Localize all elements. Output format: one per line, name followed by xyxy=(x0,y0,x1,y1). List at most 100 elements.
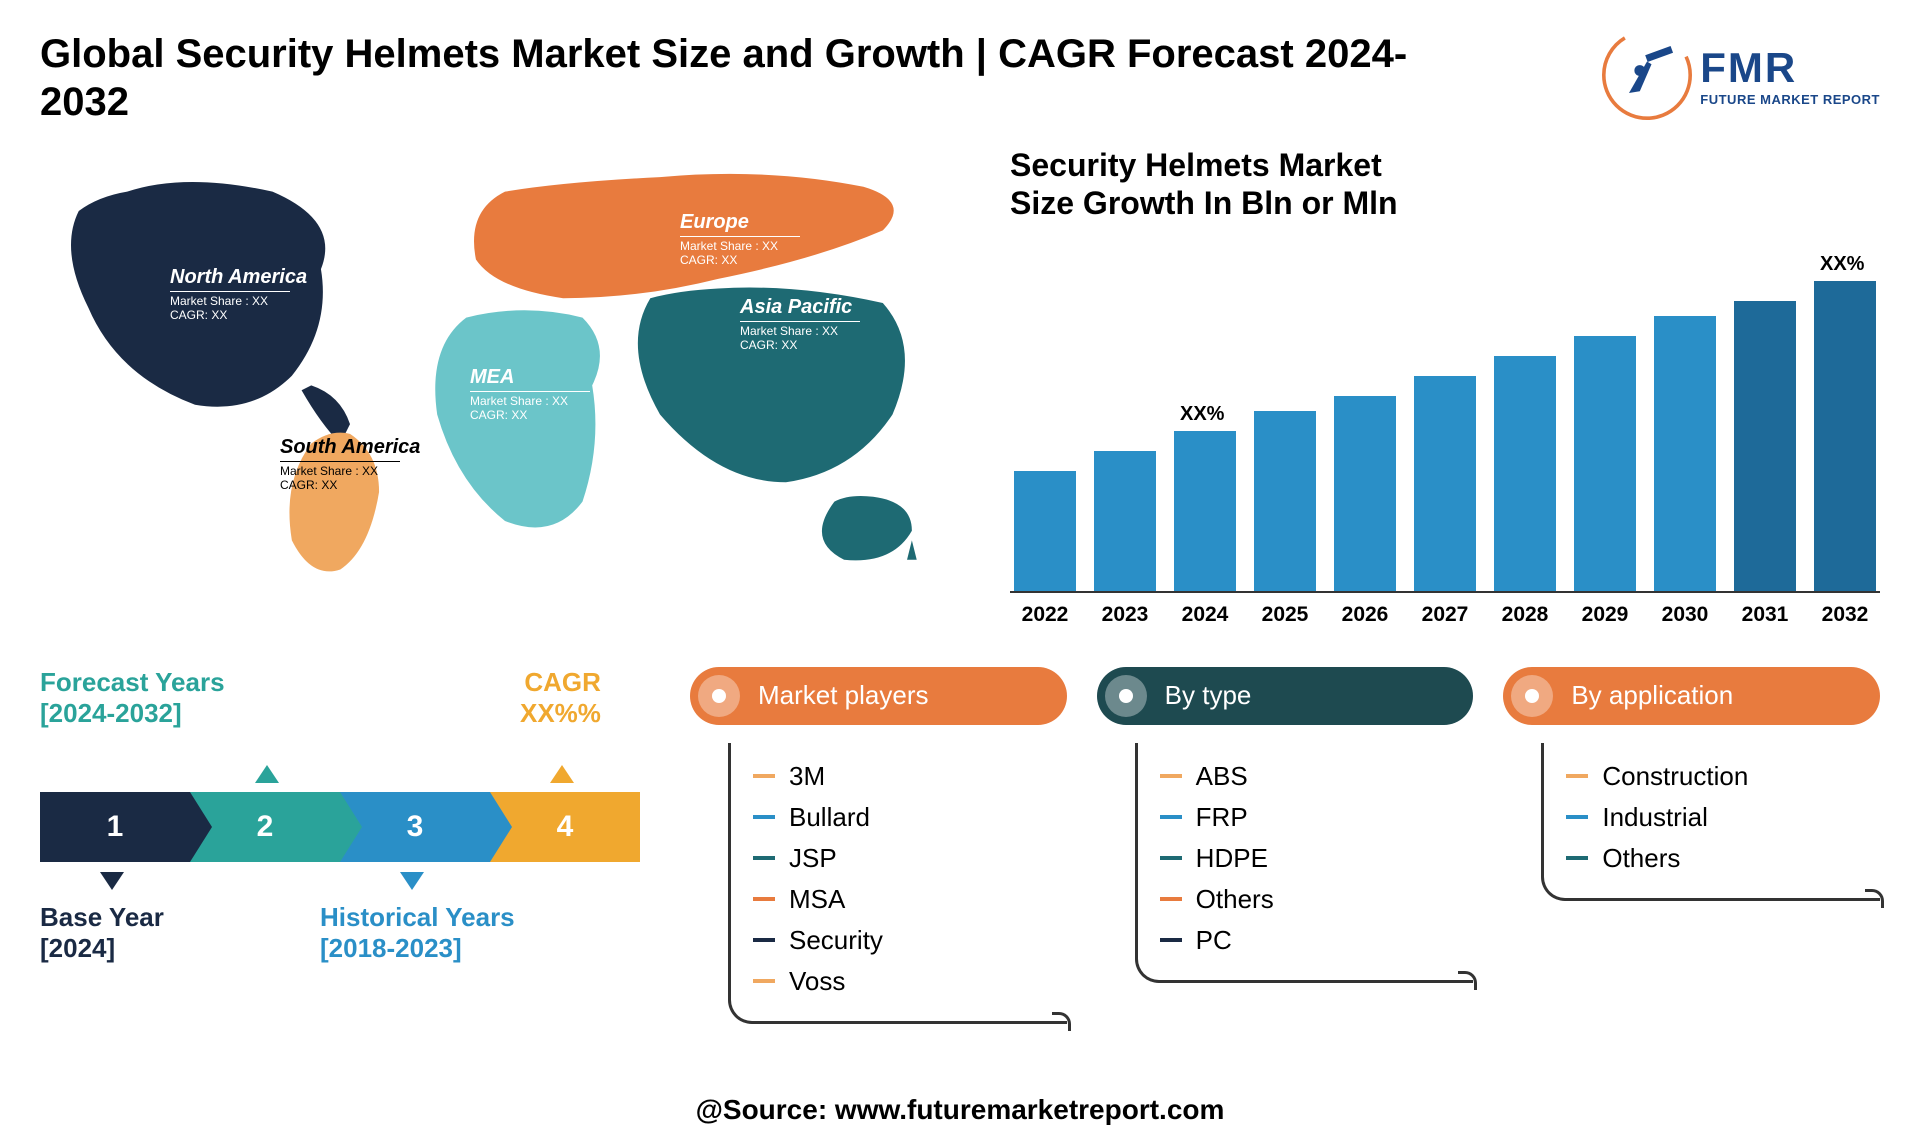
bar-2028 xyxy=(1494,356,1556,591)
tick-icon xyxy=(1566,856,1588,860)
region-label-sa: South AmericaMarket Share : XXCAGR: XX xyxy=(280,436,420,492)
timeline-hist-label: Historical Years [2018-2023] xyxy=(320,902,515,964)
category-card: Market players 3M Bullard JSP MSA Security Vos… xyxy=(690,667,1067,1024)
category-item-label: HDPE xyxy=(1196,843,1268,874)
category-title: By type xyxy=(1165,680,1252,711)
category-item-label: Others xyxy=(1602,843,1680,874)
tick-icon xyxy=(1160,774,1182,778)
tick-icon xyxy=(753,815,775,819)
category-title: By application xyxy=(1571,680,1733,711)
bar-2024 xyxy=(1174,431,1236,591)
category-item: JSP xyxy=(753,843,1067,874)
world-map: North AmericaMarket Share : XXCAGR: XX So… xyxy=(40,146,970,586)
category-item: Security xyxy=(753,925,1067,956)
bar-2027 xyxy=(1414,376,1476,591)
x-label: 2026 xyxy=(1334,603,1396,627)
tick-icon xyxy=(1566,815,1588,819)
category-card: By application Construction Industrial Othe… xyxy=(1503,667,1880,1024)
region-label-na: North AmericaMarket Share : XXCAGR: XX xyxy=(170,266,307,322)
category-list: ABS FRP HDPE Others PC xyxy=(1135,743,1474,983)
timeline-segment-1: 1 xyxy=(40,792,190,862)
tick-icon xyxy=(1160,856,1182,860)
tick-icon xyxy=(1160,897,1182,901)
chart-x-axis: 2022202320242025202620272028202920302031… xyxy=(1010,603,1880,627)
header: Global Security Helmets Market Size and … xyxy=(40,30,1880,126)
x-label: 2029 xyxy=(1574,603,1636,627)
category-item: PC xyxy=(1160,925,1474,956)
x-label: 2025 xyxy=(1254,603,1316,627)
bar-chart: Security Helmets Market Size Growth In B… xyxy=(1010,146,1880,627)
tick-icon xyxy=(1160,815,1182,819)
region-label-eu: EuropeMarket Share : XXCAGR: XX xyxy=(680,211,800,267)
category-title: Market players xyxy=(758,680,929,711)
category-item: ABS xyxy=(1160,761,1474,792)
x-label: 2024 xyxy=(1174,603,1236,627)
region-label-mea: MEAMarket Share : XXCAGR: XX xyxy=(470,366,590,422)
tick-icon xyxy=(753,897,775,901)
category-item-label: MSA xyxy=(789,884,845,915)
bullet-icon xyxy=(1511,675,1553,717)
category-item: Voss xyxy=(753,966,1067,997)
logo-text-main: FMR xyxy=(1700,44,1880,92)
tick-icon xyxy=(1160,938,1182,942)
tick-icon xyxy=(753,979,775,983)
category-item-label: Others xyxy=(1196,884,1274,915)
category-item-label: JSP xyxy=(789,843,837,874)
category-item: Others xyxy=(1566,843,1880,874)
timeline-segment-4: 4 xyxy=(490,792,640,862)
arrow-down-icon xyxy=(400,872,424,890)
bar-2031 xyxy=(1734,301,1796,591)
chart-bars: XX% XX% xyxy=(1010,253,1880,593)
arrow-up-icon xyxy=(255,765,279,783)
arrow-up-icon xyxy=(550,765,574,783)
category-item: HDPE xyxy=(1160,843,1474,874)
bar-2022 xyxy=(1014,471,1076,591)
bullet-icon xyxy=(1105,675,1147,717)
arrow-down-icon xyxy=(100,872,124,890)
bullet-icon xyxy=(698,675,740,717)
timeline-forecast-label: Forecast Years [2024-2032] xyxy=(40,667,225,729)
source-attribution: @Source: www.futuremarketreport.com xyxy=(696,1094,1225,1126)
category-item-label: FRP xyxy=(1196,802,1248,833)
x-label: 2023 xyxy=(1094,603,1156,627)
bar-annotation: XX% xyxy=(1820,253,1864,276)
category-item-label: Bullard xyxy=(789,802,870,833)
category-header: By type xyxy=(1097,667,1474,725)
category-item: FRP xyxy=(1160,802,1474,833)
category-list: 3M Bullard JSP MSA Security Voss xyxy=(728,743,1067,1024)
bar-2029 xyxy=(1574,336,1636,591)
x-label: 2032 xyxy=(1814,603,1876,627)
category-item: Others xyxy=(1160,884,1474,915)
category-item-label: PC xyxy=(1196,925,1232,956)
timeline-bar: 1234 xyxy=(40,792,640,862)
chart-title: Security Helmets Market Size Growth In B… xyxy=(1010,146,1410,223)
x-label: 2030 xyxy=(1654,603,1716,627)
category-header: By application xyxy=(1503,667,1880,725)
category-header: Market players xyxy=(690,667,1067,725)
x-label: 2022 xyxy=(1014,603,1076,627)
category-item: 3M xyxy=(753,761,1067,792)
category-item-label: Security xyxy=(789,925,883,956)
bar-2032 xyxy=(1814,281,1876,591)
category-item-label: 3M xyxy=(789,761,825,792)
fmr-logo: FMR FUTURE MARKET REPORT xyxy=(1602,30,1880,120)
logo-text-sub: FUTURE MARKET REPORT xyxy=(1700,92,1880,107)
timeline: Forecast Years [2024-2032] CAGR XX%% 123… xyxy=(40,667,660,987)
x-label: 2027 xyxy=(1414,603,1476,627)
category-item: Construction xyxy=(1566,761,1880,792)
x-label: 2028 xyxy=(1494,603,1556,627)
category-item-label: ABS xyxy=(1196,761,1248,792)
bar-2023 xyxy=(1094,451,1156,591)
category-card: By type ABS FRP HDPE Others PC xyxy=(1097,667,1474,1024)
tick-icon xyxy=(1566,774,1588,778)
timeline-segment-2: 2 xyxy=(190,792,340,862)
tick-icon xyxy=(753,938,775,942)
page-title: Global Security Helmets Market Size and … xyxy=(40,30,1420,126)
timeline-segment-3: 3 xyxy=(340,792,490,862)
tick-icon xyxy=(753,856,775,860)
category-item: Industrial xyxy=(1566,802,1880,833)
bar-2030 xyxy=(1654,316,1716,591)
bar-annotation: XX% xyxy=(1180,403,1224,426)
category-item-label: Industrial xyxy=(1602,802,1708,833)
timeline-base-label: Base Year [2024] xyxy=(40,902,164,964)
